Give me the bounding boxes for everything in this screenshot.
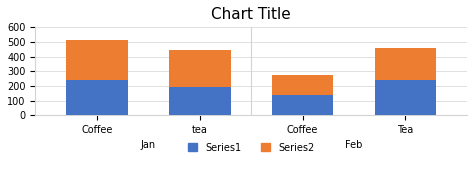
Bar: [169, 50, 230, 87]
Bar: [374, 81, 436, 115]
Text: Jan: Jan: [141, 140, 156, 150]
Legend: Series1, Series2: Series1, Series2: [184, 139, 319, 156]
Bar: [272, 75, 333, 95]
Bar: [66, 40, 128, 80]
Bar: [374, 48, 436, 81]
Bar: [272, 95, 333, 115]
Bar: [169, 87, 230, 115]
Title: Chart Title: Chart Title: [211, 7, 291, 22]
Text: Feb: Feb: [345, 140, 363, 150]
Bar: [66, 80, 128, 115]
